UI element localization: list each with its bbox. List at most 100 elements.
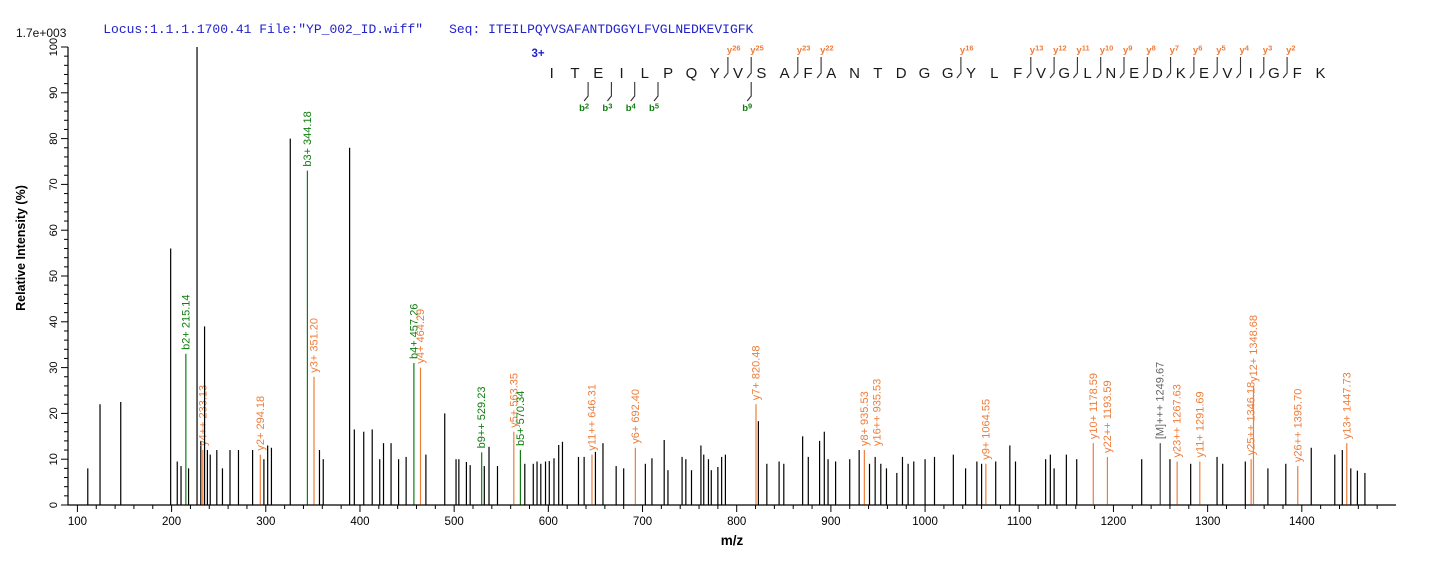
y-ion-marker [1096,57,1102,79]
y-tick-label: 40 [48,316,60,328]
b-ion-marker [630,82,636,102]
peak-label: y8+ 935.53 [859,391,871,446]
sequence-residue: E [593,65,603,82]
sequence-residue: V [1036,65,1046,82]
y-ion-marker [1189,57,1195,79]
y-tick-label: 50 [48,270,60,282]
y-ion-label: y16 [960,44,974,57]
sequence-residue: G [1268,65,1280,82]
sequence-residue: G [1058,65,1070,82]
peak-label: y4++ 233.13 [197,385,209,446]
peak-label: b4+ 457.26 [408,304,420,359]
y-tick-label: 70 [48,178,60,190]
y-ion-label: y25 [750,44,764,57]
peak-label: y11++ 646.31 [586,384,598,450]
y-ion-marker [746,57,752,79]
sequence-residue: D [1152,65,1163,82]
y-tick-label: 100 [48,38,60,56]
sequence-text: ITEILPQYVSAFANTDGGYLFVGLNEDKEVIGFK [488,22,754,37]
y-ion-marker [1282,57,1288,79]
y-ion-label: y10 [1100,44,1114,57]
sequence-residue: A [780,65,790,82]
x-tick-label: 1300 [1195,516,1221,528]
peak-label: y25++ 1346.18 [1246,382,1258,455]
sequence-residue: N [1105,65,1116,82]
y-ion-label: y23 [797,44,811,57]
y-ion-label: y11 [1076,44,1089,57]
peak-label: b2+ 215.14 [180,294,192,349]
peak-label: b3+ 344.18 [302,111,314,166]
precursor-charge-label: 3+ [531,48,544,60]
y-tick-label: 20 [48,407,60,419]
peak-label: b9++ 529.23 [476,387,488,449]
header: Locus:1.1.1.1700.41 File:"YP_002_ID.wiff… [72,7,753,52]
y-ion-marker [1166,57,1172,79]
y-ion-marker [1212,57,1218,79]
y-ion-marker [816,57,822,79]
sequence-residue: D [896,65,907,82]
y-ion-marker [956,57,962,79]
peak-label: y3+ 351.20 [309,318,321,373]
x-tick-label: 400 [350,516,369,528]
b-ion-marker [746,82,752,102]
y-tick-label: 10 [48,453,60,465]
sequence-residue: L [641,65,649,82]
y-ion-label: y8 [1146,44,1155,57]
y-ion-marker [1072,57,1078,79]
y-axis-title: Relative Intensity (%) [14,185,28,311]
y-ion-label: y6 [1193,44,1202,57]
peak-label: y6+ 692.40 [630,389,642,444]
sequence-residue: Q [686,65,698,82]
y-ion-label: y3 [1263,44,1272,57]
sequence-residue: F [1013,65,1022,82]
sequence-residue: Y [966,65,976,82]
peak-label: b5+ 570.34 [515,391,527,446]
sequence-residue: L [990,65,998,82]
peak-label: y26++ 1395.70 [1292,389,1304,462]
x-tick-label: 200 [162,516,181,528]
y-ion-marker [1049,57,1055,79]
b-ion-label: b2 [579,102,589,115]
seq-label: Seq: [449,22,481,37]
b-ion-marker [606,82,612,102]
peak-label: y9+ 1064.55 [980,399,992,460]
sequence-residue: F [1293,65,1302,82]
y-ion-marker [723,57,729,79]
x-tick-label: 100 [68,516,87,528]
peak-label: y22++ 1193.59 [1102,380,1114,453]
b-ion-label: b4 [626,102,637,115]
y-ion-label: y13 [1030,44,1044,57]
sequence-residue: I [1249,65,1253,82]
y-ion-label: y7 [1170,44,1179,57]
sequence-residue: P [663,65,673,82]
sequence-residue: T [873,65,882,82]
sequence-residue: K [1176,65,1186,82]
sequence-residue: V [1222,65,1232,82]
sequence-residue: E [1129,65,1139,82]
x-tick-label: 1100 [1007,516,1032,528]
peak-label: y12+ 1348.68 [1248,315,1260,382]
x-tick-label: 300 [256,516,275,528]
b-ion-label: b5 [649,102,659,115]
x-tick-label: 800 [727,516,746,528]
x-tick-label: 1400 [1289,516,1315,528]
sequence-residue: K [1316,65,1326,82]
sequence-residue: T [570,65,579,82]
sequence-residue: G [942,65,954,82]
y-ion-marker [1142,57,1148,79]
y-tick-label: 0 [48,502,60,508]
b-ion-label: b3 [602,102,612,115]
sequence-residue: S [756,65,766,82]
peak-label: y13+ 1447.73 [1341,372,1353,439]
peak-label: y23++ 1267.63 [1172,384,1184,457]
x-tick-label: 700 [633,516,652,528]
y-ion-label: y9 [1123,44,1132,57]
x-tick-label: 1000 [912,516,938,528]
y-ion-marker [1119,57,1125,79]
b-ion-marker [583,82,589,102]
y-ion-label: y4 [1240,44,1250,57]
y-ion-label: y26 [727,44,741,57]
sequence-residue: V [733,65,743,82]
y-ion-marker [1026,57,1032,79]
